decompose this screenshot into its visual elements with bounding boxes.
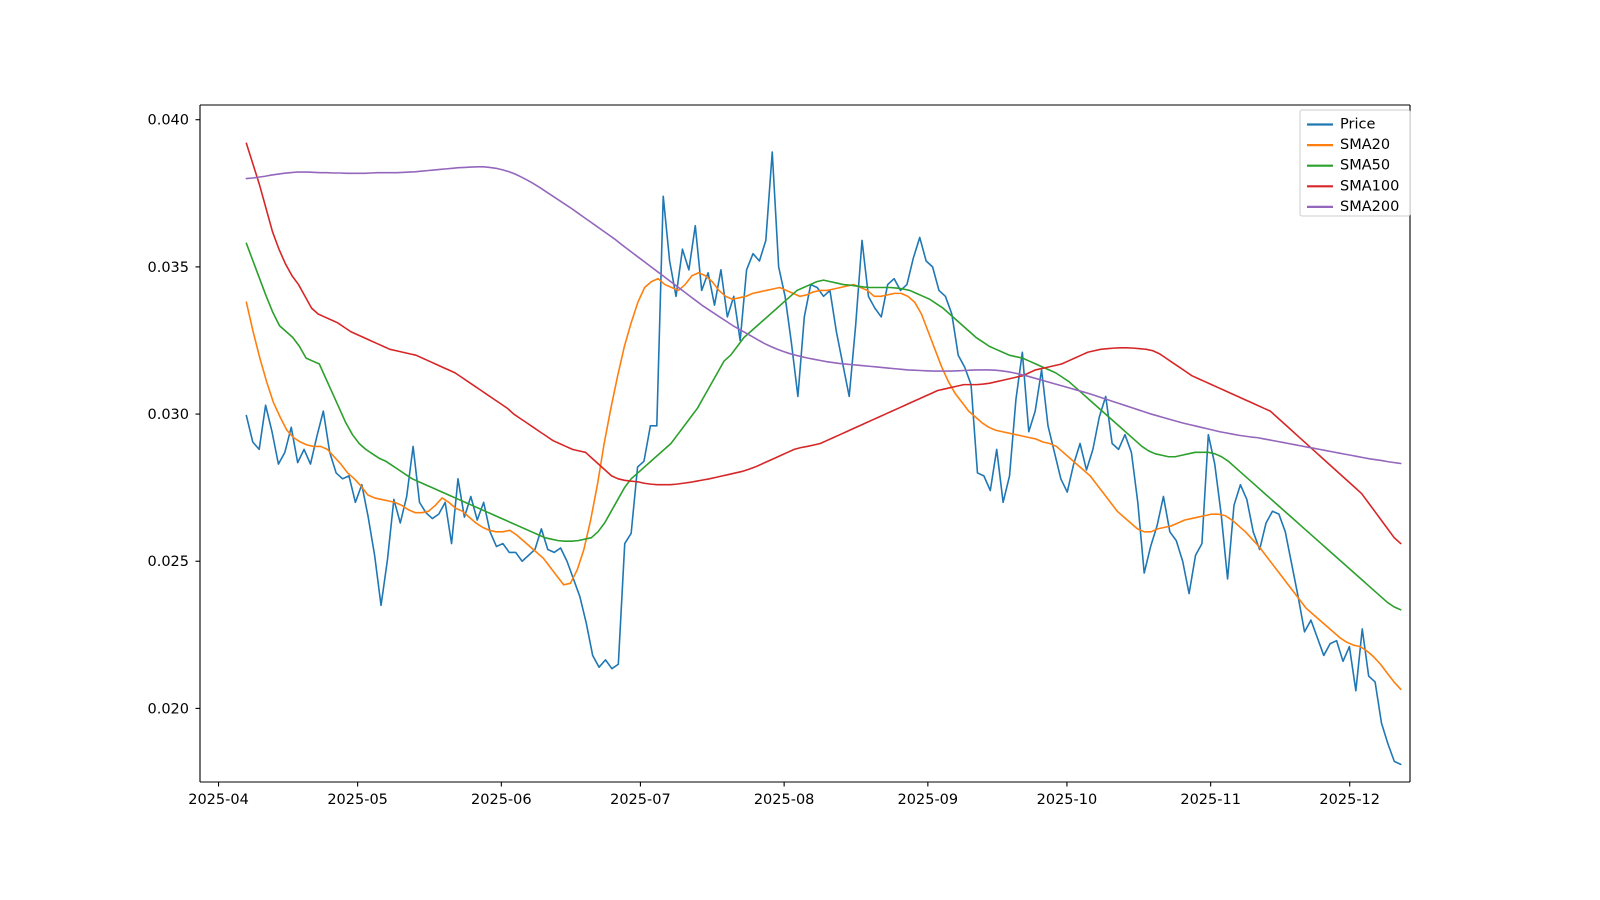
x-tick-label: 2025-09: [898, 792, 959, 808]
y-tick-label: 0.035: [147, 260, 189, 276]
x-tick-label: 2025-10: [1037, 792, 1098, 808]
series-line-sma50: [245, 242, 1402, 611]
legend-label-sma50: SMA50: [1340, 158, 1390, 174]
legend-label-sma20: SMA20: [1340, 137, 1390, 153]
series-line-sma20: [245, 271, 1402, 691]
x-tick-label: 2025-07: [610, 792, 671, 808]
y-tick-label: 0.040: [147, 113, 189, 129]
axes-background: [200, 105, 1410, 782]
x-tick-label: 2025-04: [188, 792, 249, 808]
series-line-sma100: [245, 142, 1402, 545]
x-tick-label: 2025-06: [471, 792, 532, 808]
series-line-sma200: [245, 166, 1402, 465]
series-line-price: [245, 151, 1402, 766]
x-tick-label: 2025-08: [754, 792, 815, 808]
y-tick-label: 0.030: [147, 407, 189, 423]
chart-legend[interactable]: Price SMA20 SMA50 SMA100 SMA200: [1299, 109, 1411, 217]
x-tick-label: 2025-05: [327, 792, 388, 808]
legend-box: [1299, 109, 1411, 217]
y-tick-label: 0.020: [147, 701, 189, 717]
x-tick-label: 2025-11: [1180, 792, 1241, 808]
legend-label-price: Price: [1340, 117, 1375, 133]
y-axis-ticks: 0.040 0.035 0.030 0.025 0.020: [147, 113, 200, 717]
axes-spines: [199, 104, 1411, 783]
series-layer: [245, 142, 1402, 766]
x-tick-label: 2025-12: [1319, 792, 1380, 808]
x-axis-ticks: 2025-04 2025-05 2025-06 2025-07 2025-08 2025-…: [188, 782, 1380, 808]
legend-label-sma100: SMA100: [1340, 178, 1399, 194]
legend-label-sma200: SMA200: [1340, 199, 1399, 215]
y-tick-label: 0.025: [147, 554, 189, 570]
